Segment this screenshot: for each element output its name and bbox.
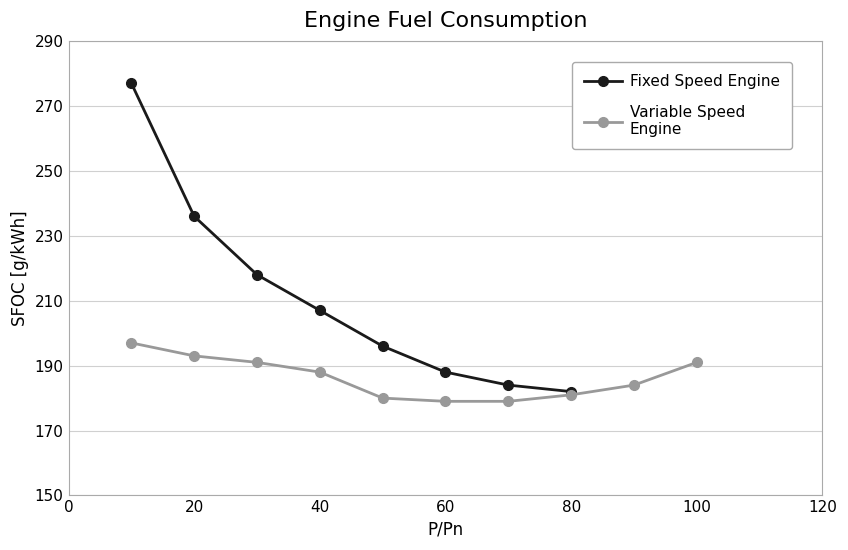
Fixed Speed Engine — [252, 272, 262, 278]
Y-axis label: SFOC [g/kWh]: SFOC [g/kWh] — [11, 211, 29, 326]
X-axis label: P/Pn: P/Pn — [427, 521, 464, 539]
Variable Speed
Engine — [377, 395, 388, 402]
Variable Speed
Engine — [189, 353, 199, 359]
Legend: Fixed Speed Engine, Variable Speed
Engine: Fixed Speed Engine, Variable Speed Engin… — [572, 62, 792, 150]
Fixed Speed Engine — [566, 388, 577, 395]
Variable Speed
Engine — [315, 369, 325, 376]
Variable Speed
Engine — [503, 398, 513, 405]
Variable Speed
Engine — [629, 382, 639, 388]
Variable Speed
Engine — [692, 359, 702, 366]
Line: Fixed Speed Engine: Fixed Speed Engine — [126, 78, 576, 397]
Line: Variable Speed
Engine: Variable Speed Engine — [126, 338, 701, 406]
Variable Speed
Engine — [126, 339, 137, 346]
Fixed Speed Engine — [377, 343, 388, 349]
Fixed Speed Engine — [315, 307, 325, 314]
Fixed Speed Engine — [440, 369, 450, 376]
Fixed Speed Engine — [189, 213, 199, 219]
Fixed Speed Engine — [503, 382, 513, 388]
Variable Speed
Engine — [252, 359, 262, 366]
Variable Speed
Engine — [566, 392, 577, 398]
Fixed Speed Engine — [126, 80, 137, 86]
Title: Engine Fuel Consumption: Engine Fuel Consumption — [304, 11, 587, 31]
Variable Speed
Engine — [440, 398, 450, 405]
